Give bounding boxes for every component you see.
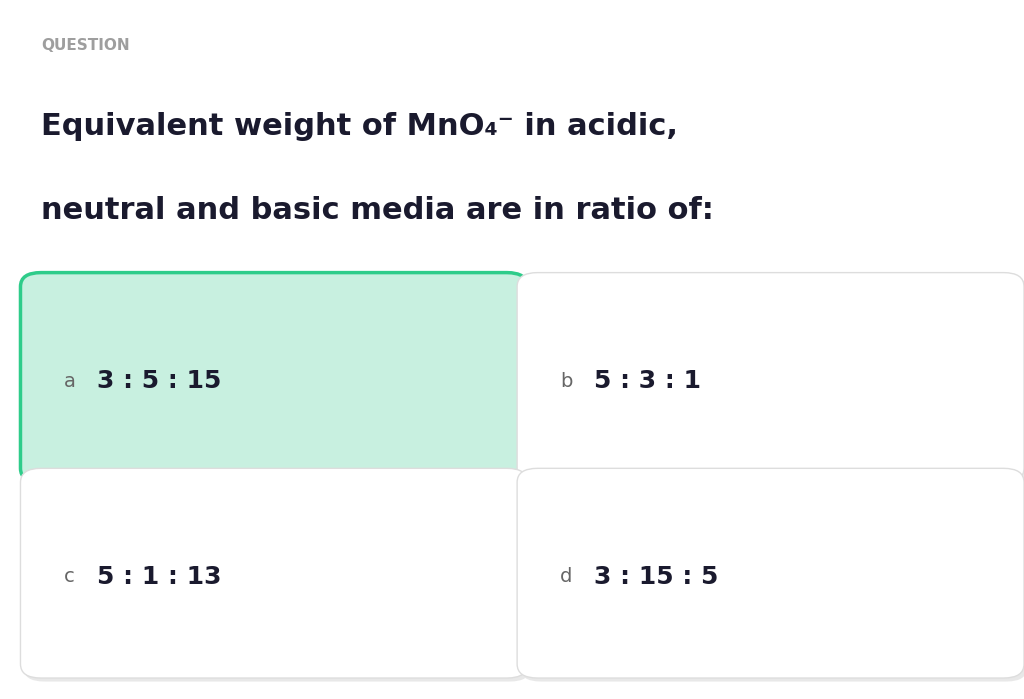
Text: neutral and basic media are in ratio of:: neutral and basic media are in ratio of: [41,196,714,224]
Text: 3 : 15 : 5: 3 : 15 : 5 [594,565,718,589]
FancyBboxPatch shape [20,468,527,678]
FancyBboxPatch shape [517,273,1024,482]
FancyBboxPatch shape [20,273,527,482]
Text: 3 : 5 : 15: 3 : 5 : 15 [97,369,221,393]
Text: 5 : 3 : 1: 5 : 3 : 1 [594,369,700,393]
Text: a: a [63,372,76,391]
FancyBboxPatch shape [517,468,1024,678]
Text: Equivalent weight of MnO₄⁻ in acidic,: Equivalent weight of MnO₄⁻ in acidic, [41,112,678,140]
FancyBboxPatch shape [520,472,1024,682]
Text: b: b [560,372,572,391]
Text: c: c [63,568,74,586]
FancyBboxPatch shape [24,472,530,682]
Text: d: d [560,568,572,586]
FancyBboxPatch shape [520,276,1024,486]
Text: 5 : 1 : 13: 5 : 1 : 13 [97,565,222,589]
Text: QUESTION: QUESTION [41,38,130,53]
